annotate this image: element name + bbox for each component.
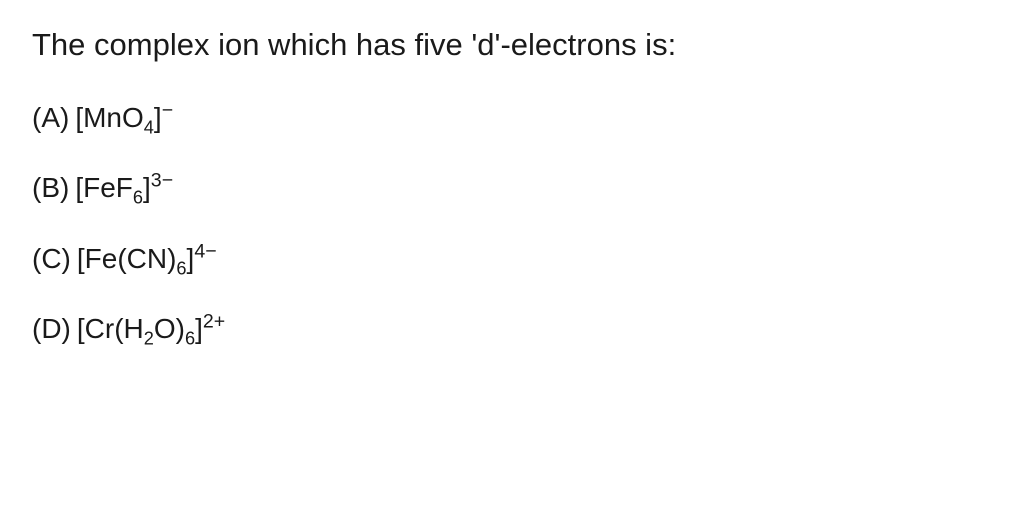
elem: Cr(H (85, 313, 144, 344)
option-a-formula: [MnO4]− (75, 100, 173, 136)
option-b-label: (B) (32, 170, 69, 206)
question-quoted: 'd' (471, 27, 500, 62)
charge: − (162, 100, 173, 122)
subscript: 2 (144, 329, 154, 349)
question-page: The complex ion which has five 'd'-elect… (0, 0, 1024, 371)
option-a: (A) [MnO4]− (32, 100, 992, 136)
option-c: (C) [Fe(CN)6]4− (32, 241, 992, 277)
options-list: (A) [MnO4]− (B) [FeF6]3− (C) [Fe(CN)6]4−… (32, 100, 992, 348)
bracket-open: [ (77, 313, 85, 344)
bracket-close: ] (154, 102, 162, 133)
bracket-open: [ (77, 243, 85, 274)
subscript: 6 (176, 258, 186, 278)
option-d: (D) [Cr(H2O)6]2+ (32, 311, 992, 347)
subscript: 6 (133, 188, 143, 208)
charge: 2+ (203, 311, 225, 333)
option-c-label: (C) (32, 241, 71, 277)
question-text: The complex ion which has five 'd'-elect… (32, 24, 992, 66)
question-suffix: -electrons is: (500, 27, 676, 62)
elem: Fe(CN) (85, 243, 177, 274)
bracket-open: [ (75, 172, 83, 203)
bracket-close: ] (195, 313, 203, 344)
charge: 3− (151, 170, 173, 192)
option-d-formula: [Cr(H2O)6]2+ (77, 311, 225, 347)
elem: MnO (83, 102, 144, 133)
elem: FeF (83, 172, 133, 203)
elem: O) (154, 313, 185, 344)
subscript: 6 (185, 329, 195, 349)
option-c-formula: [Fe(CN)6]4− (77, 241, 217, 277)
option-b: (B) [FeF6]3− (32, 170, 992, 206)
option-d-label: (D) (32, 311, 71, 347)
bracket-open: [ (75, 102, 83, 133)
question-prefix: The complex ion which has five (32, 27, 471, 62)
charge: 4− (194, 240, 216, 262)
bracket-close: ] (143, 172, 151, 203)
option-b-formula: [FeF6]3− (75, 170, 173, 206)
option-a-label: (A) (32, 100, 69, 136)
subscript: 4 (144, 117, 154, 137)
